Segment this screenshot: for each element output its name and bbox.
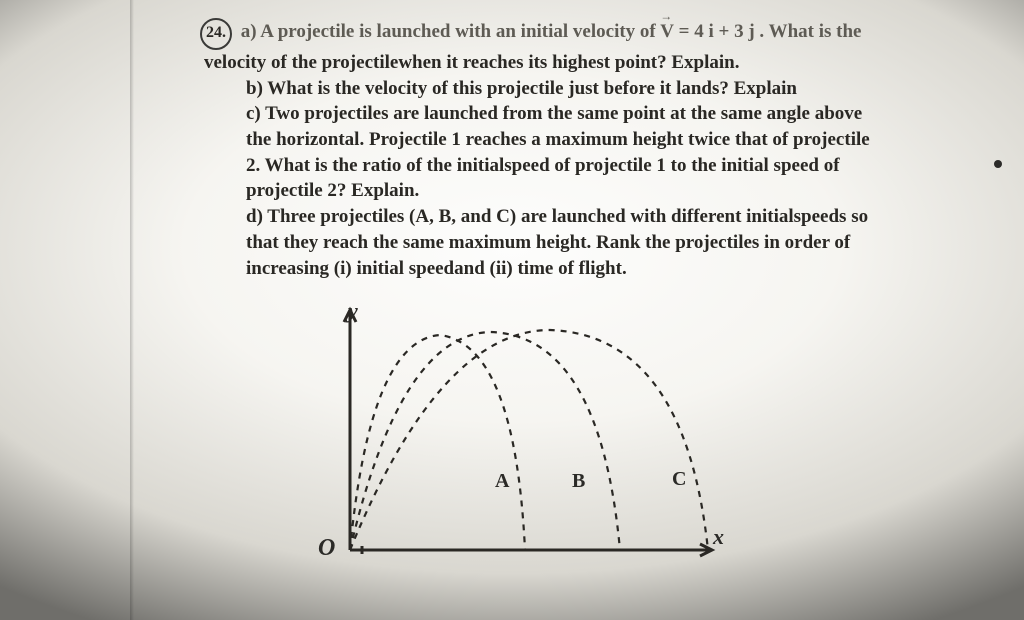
part-a-expr: = 4 i + 3 j . What is the bbox=[679, 21, 862, 42]
part-c-line-4: projectile 2? Explain. bbox=[200, 179, 920, 204]
question-text-block: 24. a) A projectile is launched with an … bbox=[200, 18, 920, 282]
part-d-line-2: that they reach the same maximum height.… bbox=[200, 231, 920, 256]
question-line-1: 24. a) A projectile is launched with an … bbox=[200, 18, 920, 50]
part-b: b) What is the velocity of this projecti… bbox=[200, 77, 920, 102]
x-axis-label: x bbox=[713, 524, 724, 550]
curve-a bbox=[350, 335, 525, 550]
y-axis-label: y bbox=[348, 298, 358, 324]
punch-hole-dot bbox=[994, 160, 1002, 168]
curve-label-b: B bbox=[572, 470, 585, 493]
curve-label-a: A bbox=[495, 470, 509, 493]
part-c-line-2: the horizontal. Projectile 1 reaches a m… bbox=[200, 128, 920, 153]
part-a-prefix: a) A projectile is launched with an init… bbox=[241, 21, 656, 42]
part-d-line-1: d) Three projectiles (A, B, and C) are l… bbox=[200, 205, 920, 230]
question-number-circle: 24. bbox=[200, 18, 232, 50]
projectile-graph: y x O A B C bbox=[290, 300, 720, 590]
curve-label-c: C bbox=[672, 468, 686, 491]
curve-c bbox=[350, 330, 708, 550]
velocity-vector-symbol: V bbox=[660, 21, 674, 42]
origin-label: O bbox=[318, 535, 335, 562]
part-d-line-3: increasing (i) initial speedand (ii) tim… bbox=[200, 257, 920, 282]
part-c-line-3: 2. What is the ratio of the initialspeed… bbox=[200, 154, 920, 179]
part-c-line-1: c) Two projectiles are launched from the… bbox=[200, 102, 920, 127]
page: 24. a) A projectile is launched with an … bbox=[0, 0, 1024, 620]
question-line-2: velocity of the projectilewhen it reache… bbox=[200, 51, 920, 76]
page-fold-shadow bbox=[130, 0, 134, 620]
graph-svg bbox=[290, 300, 720, 590]
